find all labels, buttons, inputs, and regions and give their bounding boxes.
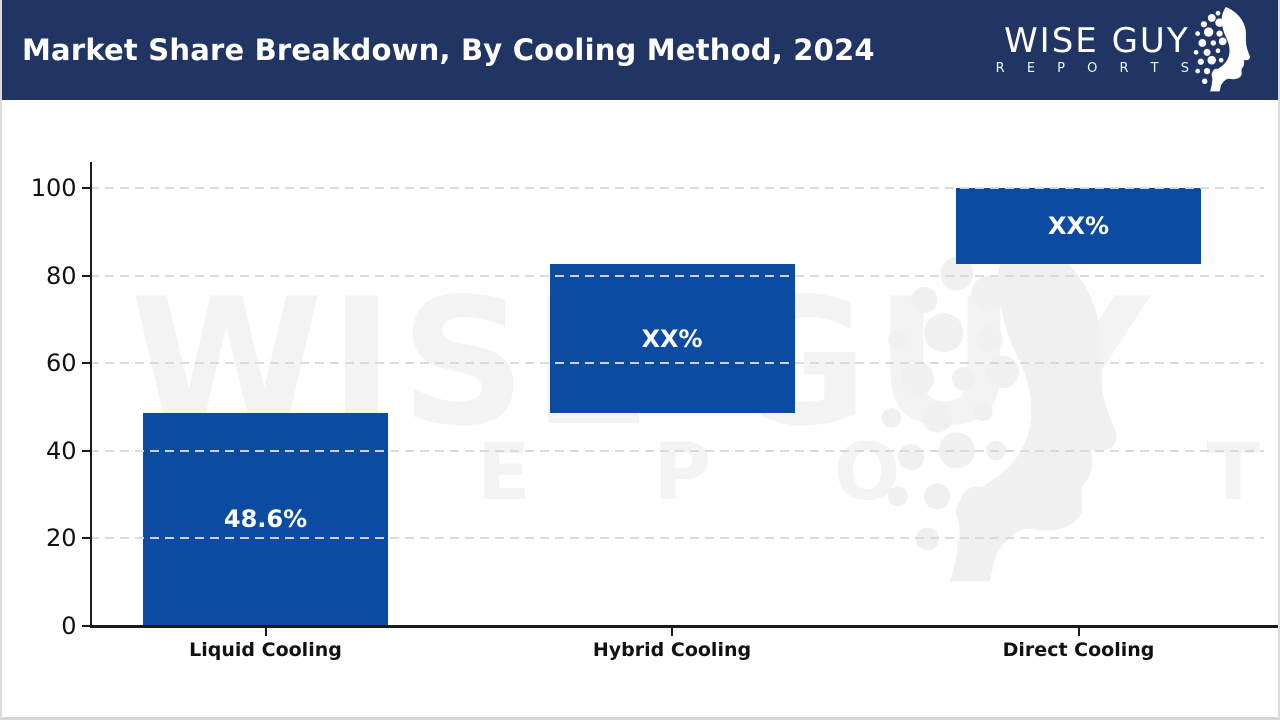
header-band: Market Share Breakdown, By Cooling Metho… [2, 0, 1278, 100]
y-tick-40 [81, 449, 90, 452]
y-tick-label-40: 40 [45, 436, 77, 465]
bar-value-label-hybrid-cooling: XX% [641, 324, 703, 353]
y-axis-line [89, 162, 92, 628]
wise-guy-reports-logo: WISE GUY R E P O R T S [996, 7, 1264, 93]
bar-value-label-direct-cooling: XX% [1047, 212, 1110, 241]
logo-wordmark: WISE GUY [1004, 20, 1190, 61]
y-tick-label-80: 80 [45, 261, 77, 290]
bar-direct-cooling [956, 188, 1201, 265]
y-tick-0 [81, 624, 90, 627]
logo-subtitle: R E P O R T S [995, 61, 1198, 77]
chart-title: Market Share Breakdown, By Cooling Metho… [22, 33, 875, 67]
gridline-20 [89, 537, 1264, 539]
x-category-label-direct-cooling: Direct Cooling [1002, 639, 1155, 661]
y-tick-20 [81, 537, 90, 539]
gridline-40 [89, 449, 1264, 452]
gridline-80 [89, 274, 1264, 277]
bar-value-label-liquid-cooling: 48.6% [223, 505, 308, 534]
y-tick-label-100: 100 [30, 174, 77, 202]
x-tick-direct-cooling [1077, 627, 1080, 636]
x-tick-liquid-cooling [264, 627, 267, 636]
y-tick-label-20: 20 [45, 524, 77, 552]
y-tick-80 [81, 274, 90, 277]
x-axis-line [89, 625, 1278, 628]
y-tick-100 [81, 187, 90, 189]
logo-text: WISE GUY R E P O R T S [995, 20, 1198, 77]
x-category-label-hybrid-cooling: Hybrid Cooling [592, 639, 752, 661]
gridline-100 [89, 187, 1264, 189]
bar-liquid-cooling [143, 412, 388, 626]
gridline-60 [89, 362, 1264, 364]
x-tick-hybrid-cooling [671, 627, 673, 636]
y-tick-label-60: 60 [45, 349, 77, 377]
bar-hybrid-cooling [549, 264, 795, 413]
y-tick-label-0: 0 [61, 611, 77, 640]
x-category-label-liquid-cooling: Liquid Cooling [189, 639, 342, 661]
y-tick-60 [81, 362, 90, 364]
